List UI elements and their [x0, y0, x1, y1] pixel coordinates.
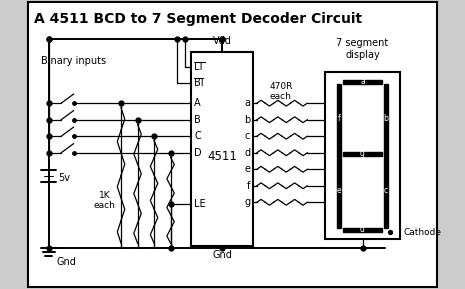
Text: 1K
each: 1K each — [93, 190, 115, 210]
Bar — [343, 152, 382, 156]
Text: A 4511 BCD to 7 Segment Decoder Circuit: A 4511 BCD to 7 Segment Decoder Circuit — [34, 12, 362, 25]
Text: g: g — [244, 197, 250, 207]
Bar — [343, 228, 382, 232]
Text: D: D — [194, 148, 202, 158]
Bar — [191, 52, 253, 246]
Text: LE: LE — [194, 199, 206, 209]
Bar — [337, 84, 341, 154]
Text: LT: LT — [194, 62, 204, 72]
Text: C: C — [194, 131, 201, 141]
Bar — [384, 154, 388, 228]
Text: a: a — [360, 77, 365, 86]
Bar — [384, 84, 388, 154]
Text: d: d — [244, 148, 250, 158]
Text: Gnd: Gnd — [212, 250, 232, 260]
Text: A: A — [194, 98, 201, 108]
Text: a: a — [244, 98, 250, 108]
Bar — [337, 154, 341, 228]
Text: f: f — [247, 181, 250, 191]
Text: b: b — [244, 115, 250, 125]
Text: c: c — [245, 131, 250, 141]
Text: e: e — [244, 164, 250, 174]
Text: Cathode: Cathode — [403, 228, 441, 237]
Text: Gnd: Gnd — [56, 257, 76, 267]
Text: g: g — [360, 149, 365, 158]
Text: c: c — [384, 186, 388, 195]
Text: 5v: 5v — [58, 173, 70, 183]
Text: 470R
each: 470R each — [269, 82, 292, 101]
Text: e: e — [337, 186, 341, 195]
Bar — [343, 80, 382, 84]
Text: Vdd: Vdd — [213, 36, 232, 46]
Text: 4511: 4511 — [207, 150, 237, 163]
Text: BI: BI — [194, 78, 204, 88]
Text: B: B — [194, 115, 201, 125]
Text: f: f — [338, 114, 340, 123]
Text: d: d — [360, 225, 365, 234]
Text: b: b — [384, 114, 389, 123]
Bar — [326, 72, 400, 240]
Text: Binary inputs: Binary inputs — [41, 56, 106, 66]
Text: 7 segment
display: 7 segment display — [336, 38, 389, 60]
